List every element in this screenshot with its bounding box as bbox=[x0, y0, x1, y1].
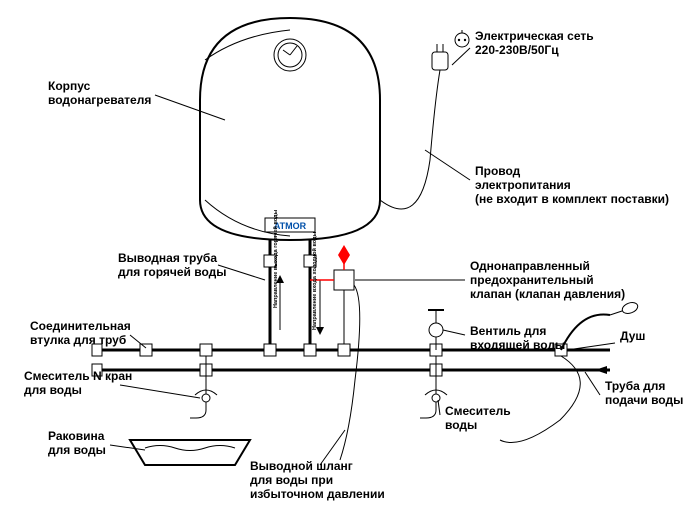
cold-direction-label: Направление входа холодной воды bbox=[311, 231, 318, 330]
mixer-label: Смесительводы bbox=[445, 404, 511, 432]
supply-pipe-label: Труба дляподачи воды bbox=[605, 379, 683, 407]
power-cord bbox=[380, 30, 469, 209]
safety-valve-label: Однонаправленныйпредохранительныйклапан … bbox=[470, 259, 625, 301]
shower-icon bbox=[500, 301, 639, 443]
gauge-icon bbox=[274, 39, 306, 71]
hot-direction-label: Направление выхода горячей воды bbox=[272, 209, 279, 308]
power-cord-label: Проводэлектропитания(не входит в комплек… bbox=[475, 164, 669, 206]
inlet-valve-label: Вентиль длявходящей воды bbox=[470, 324, 565, 352]
mains-label: Электрическая сеть220-230В/50Гц bbox=[475, 29, 594, 57]
shower-label: Душ bbox=[620, 329, 645, 343]
overflow-label: Выводной шлангдля воды приизбыточном дав… bbox=[250, 459, 385, 501]
mixer-n-label: Смеситель N крандля воды bbox=[24, 369, 132, 397]
body-label: Корпусводонагревателя bbox=[48, 79, 151, 107]
hot-out-label: Выводная трубадля горячей воды bbox=[118, 251, 227, 279]
sink-label: Раковинадля воды bbox=[48, 429, 106, 457]
bushing-label: Соединительнаявтулка для труб bbox=[30, 319, 131, 347]
sink-icon bbox=[130, 356, 250, 465]
